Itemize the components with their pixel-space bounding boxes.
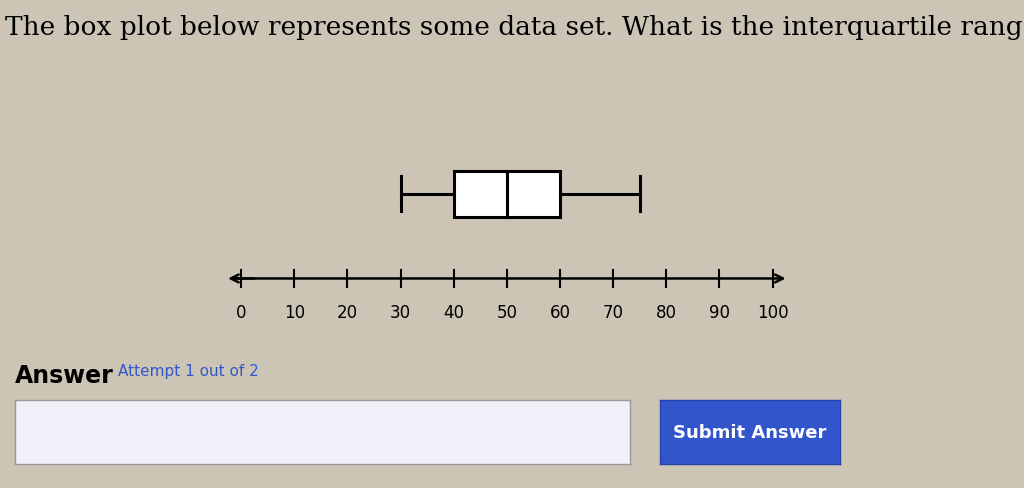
Text: 20: 20 xyxy=(337,303,358,321)
Text: 60: 60 xyxy=(550,303,570,321)
Text: 80: 80 xyxy=(655,303,677,321)
Bar xyxy=(454,172,560,218)
Text: The box plot below represents some data set. What is the interquartile range (IQ: The box plot below represents some data … xyxy=(5,15,1024,40)
Text: Answer: Answer xyxy=(15,364,114,387)
Text: 50: 50 xyxy=(497,303,517,321)
Text: 90: 90 xyxy=(709,303,730,321)
Text: Attempt 1 out of 2: Attempt 1 out of 2 xyxy=(118,364,258,379)
Text: Submit Answer: Submit Answer xyxy=(674,423,826,441)
Text: 40: 40 xyxy=(443,303,464,321)
Text: 0: 0 xyxy=(236,303,247,321)
Text: 30: 30 xyxy=(390,303,412,321)
Text: 70: 70 xyxy=(603,303,624,321)
Text: 100: 100 xyxy=(757,303,788,321)
Text: 10: 10 xyxy=(284,303,305,321)
